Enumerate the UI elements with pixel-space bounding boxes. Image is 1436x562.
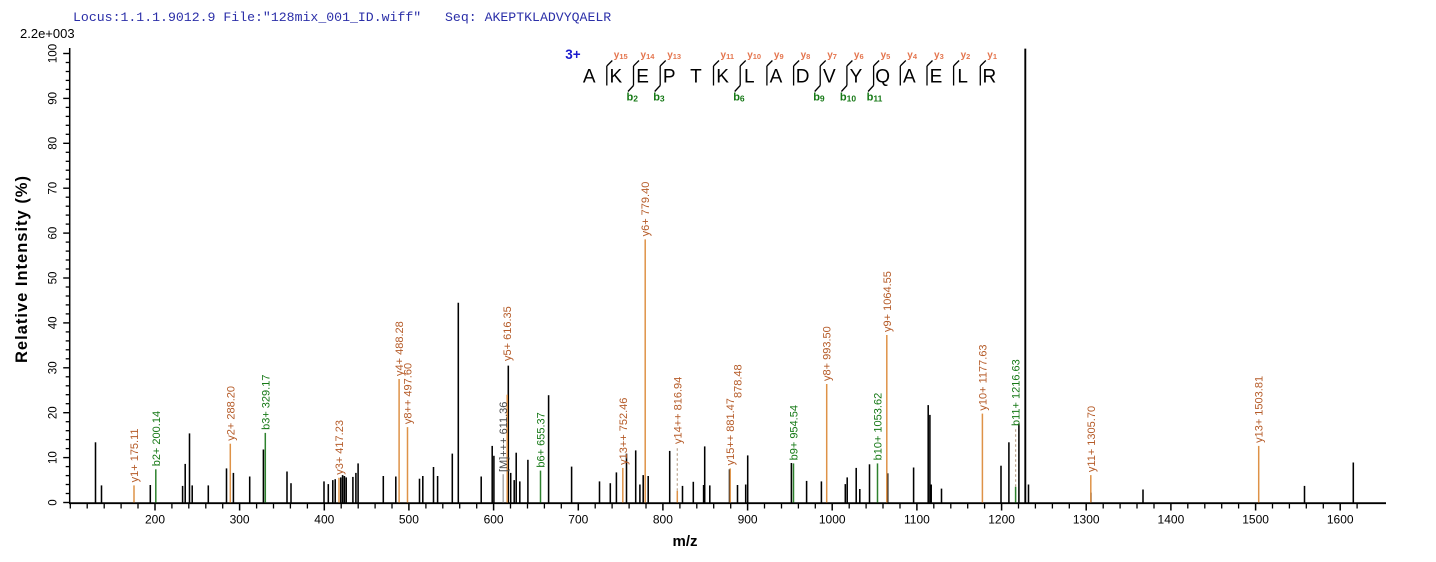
svg-text:V: V [823, 67, 836, 88]
svg-text:1400: 1400 [1158, 513, 1185, 527]
svg-text:A: A [583, 67, 596, 88]
svg-text:y10+ 1177.63: y10+ 1177.63 [977, 344, 989, 410]
svg-text:T: T [690, 67, 702, 88]
svg-text:Q: Q [875, 67, 890, 88]
svg-text:R: R [983, 67, 997, 88]
svg-text:1200: 1200 [988, 513, 1015, 527]
svg-text:K: K [716, 67, 729, 88]
svg-text:y13: y13 [667, 50, 681, 61]
svg-text:300: 300 [230, 513, 250, 527]
svg-text:y7: y7 [827, 50, 837, 61]
svg-text:[M]+++ 611.36: [M]+++ 611.36 [498, 402, 510, 472]
svg-text:878.48: 878.48 [733, 364, 745, 398]
svg-text:200: 200 [145, 513, 165, 527]
svg-text:30: 30 [48, 361, 60, 374]
svg-text:500: 500 [399, 513, 419, 527]
svg-text:b10: b10 [840, 92, 856, 104]
svg-text:b2+ 200.14: b2+ 200.14 [151, 411, 163, 466]
svg-text:b9: b9 [813, 92, 825, 104]
svg-text:b3: b3 [653, 92, 665, 104]
svg-text:y2: y2 [961, 50, 971, 61]
svg-text:P: P [663, 67, 676, 88]
svg-text:y8++ 497.60: y8++ 497.60 [403, 363, 415, 424]
svg-text:b11: b11 [867, 92, 883, 104]
svg-text:80: 80 [48, 137, 60, 150]
svg-text:b2: b2 [627, 92, 639, 104]
svg-text:90: 90 [48, 92, 60, 105]
svg-text:b11+ 1216.63: b11+ 1216.63 [1011, 359, 1023, 426]
svg-text:50: 50 [48, 272, 60, 285]
svg-text:b3+ 329.17: b3+ 329.17 [260, 375, 272, 430]
svg-text:600: 600 [484, 513, 504, 527]
svg-text:y9+ 1064.55: y9+ 1064.55 [882, 271, 894, 332]
svg-text:y13+ 1503.81: y13+ 1503.81 [1254, 376, 1266, 443]
svg-text:y11+ 1305.70: y11+ 1305.70 [1086, 406, 1098, 472]
svg-text:2.2e+003: 2.2e+003 [20, 26, 75, 41]
svg-text:400: 400 [314, 513, 334, 527]
svg-text:700: 700 [568, 513, 588, 527]
svg-text:1100: 1100 [904, 513, 930, 527]
svg-text:b10+ 1053.62: b10+ 1053.62 [873, 393, 885, 461]
svg-text:900: 900 [738, 513, 758, 527]
svg-text:0: 0 [48, 499, 60, 505]
svg-text:y14++ 816.94: y14++ 816.94 [672, 377, 684, 444]
svg-text:y15++ 881.47: y15++ 881.47 [725, 398, 737, 465]
svg-text:60: 60 [48, 227, 60, 240]
svg-text:K: K [610, 67, 623, 88]
svg-text:y11: y11 [721, 50, 735, 61]
svg-text:y6+ 779.40: y6+ 779.40 [640, 182, 652, 237]
svg-text:y13++ 752.46: y13++ 752.46 [618, 398, 630, 465]
svg-text:Y: Y [850, 67, 863, 88]
svg-text:y10: y10 [747, 50, 761, 61]
svg-text:y4: y4 [907, 50, 918, 61]
svg-text:y5: y5 [881, 50, 891, 61]
svg-text:b9+ 954.54: b9+ 954.54 [789, 405, 801, 460]
svg-text:y3: y3 [934, 50, 944, 61]
svg-text:y8+ 993.50: y8+ 993.50 [822, 326, 834, 381]
svg-text:y1: y1 [987, 50, 997, 61]
svg-text:D: D [796, 67, 810, 88]
svg-text:b6: b6 [733, 92, 745, 104]
svg-text:1300: 1300 [1073, 513, 1100, 527]
svg-text:E: E [930, 67, 943, 88]
svg-text:3+: 3+ [565, 47, 581, 62]
svg-text:20: 20 [48, 406, 60, 419]
svg-text:L: L [957, 67, 968, 88]
svg-text:y3+ 417.23: y3+ 417.23 [334, 420, 346, 475]
svg-text:y4+ 488.28: y4+ 488.28 [394, 321, 406, 376]
svg-text:y1+ 175.11: y1+ 175.11 [129, 428, 141, 482]
svg-text:y6: y6 [854, 50, 864, 61]
svg-text:Relative Intensity (%): Relative Intensity (%) [13, 175, 31, 363]
svg-text:m/z: m/z [672, 533, 697, 550]
svg-text:1500: 1500 [1242, 513, 1269, 527]
svg-text:10: 10 [48, 451, 60, 464]
svg-text:y15: y15 [614, 50, 628, 61]
svg-text:y9: y9 [774, 50, 784, 61]
svg-text:70: 70 [48, 182, 60, 195]
svg-text:1000: 1000 [819, 513, 846, 527]
svg-text:y14: y14 [641, 50, 656, 61]
svg-text:Locus:1.1.1.9012.9 File:"128mi: Locus:1.1.1.9012.9 File:"128mix_001_ID.w… [73, 10, 421, 25]
svg-text:A: A [903, 67, 916, 88]
svg-text:y8: y8 [801, 50, 811, 61]
svg-text:E: E [636, 67, 649, 88]
svg-text:A: A [770, 67, 783, 88]
svg-text:100: 100 [48, 44, 60, 63]
svg-text:40: 40 [48, 317, 60, 330]
svg-text:L: L [744, 67, 755, 88]
svg-text:y5+ 616.35: y5+ 616.35 [502, 306, 514, 361]
svg-text:b6+ 655.37: b6+ 655.37 [536, 412, 548, 467]
svg-text:1600: 1600 [1327, 513, 1354, 527]
svg-text:Seq: AKEPTKLADVYQAELR: Seq: AKEPTKLADVYQAELR [445, 10, 611, 25]
svg-text:y2+ 288.20: y2+ 288.20 [225, 386, 237, 441]
svg-text:800: 800 [653, 513, 673, 527]
